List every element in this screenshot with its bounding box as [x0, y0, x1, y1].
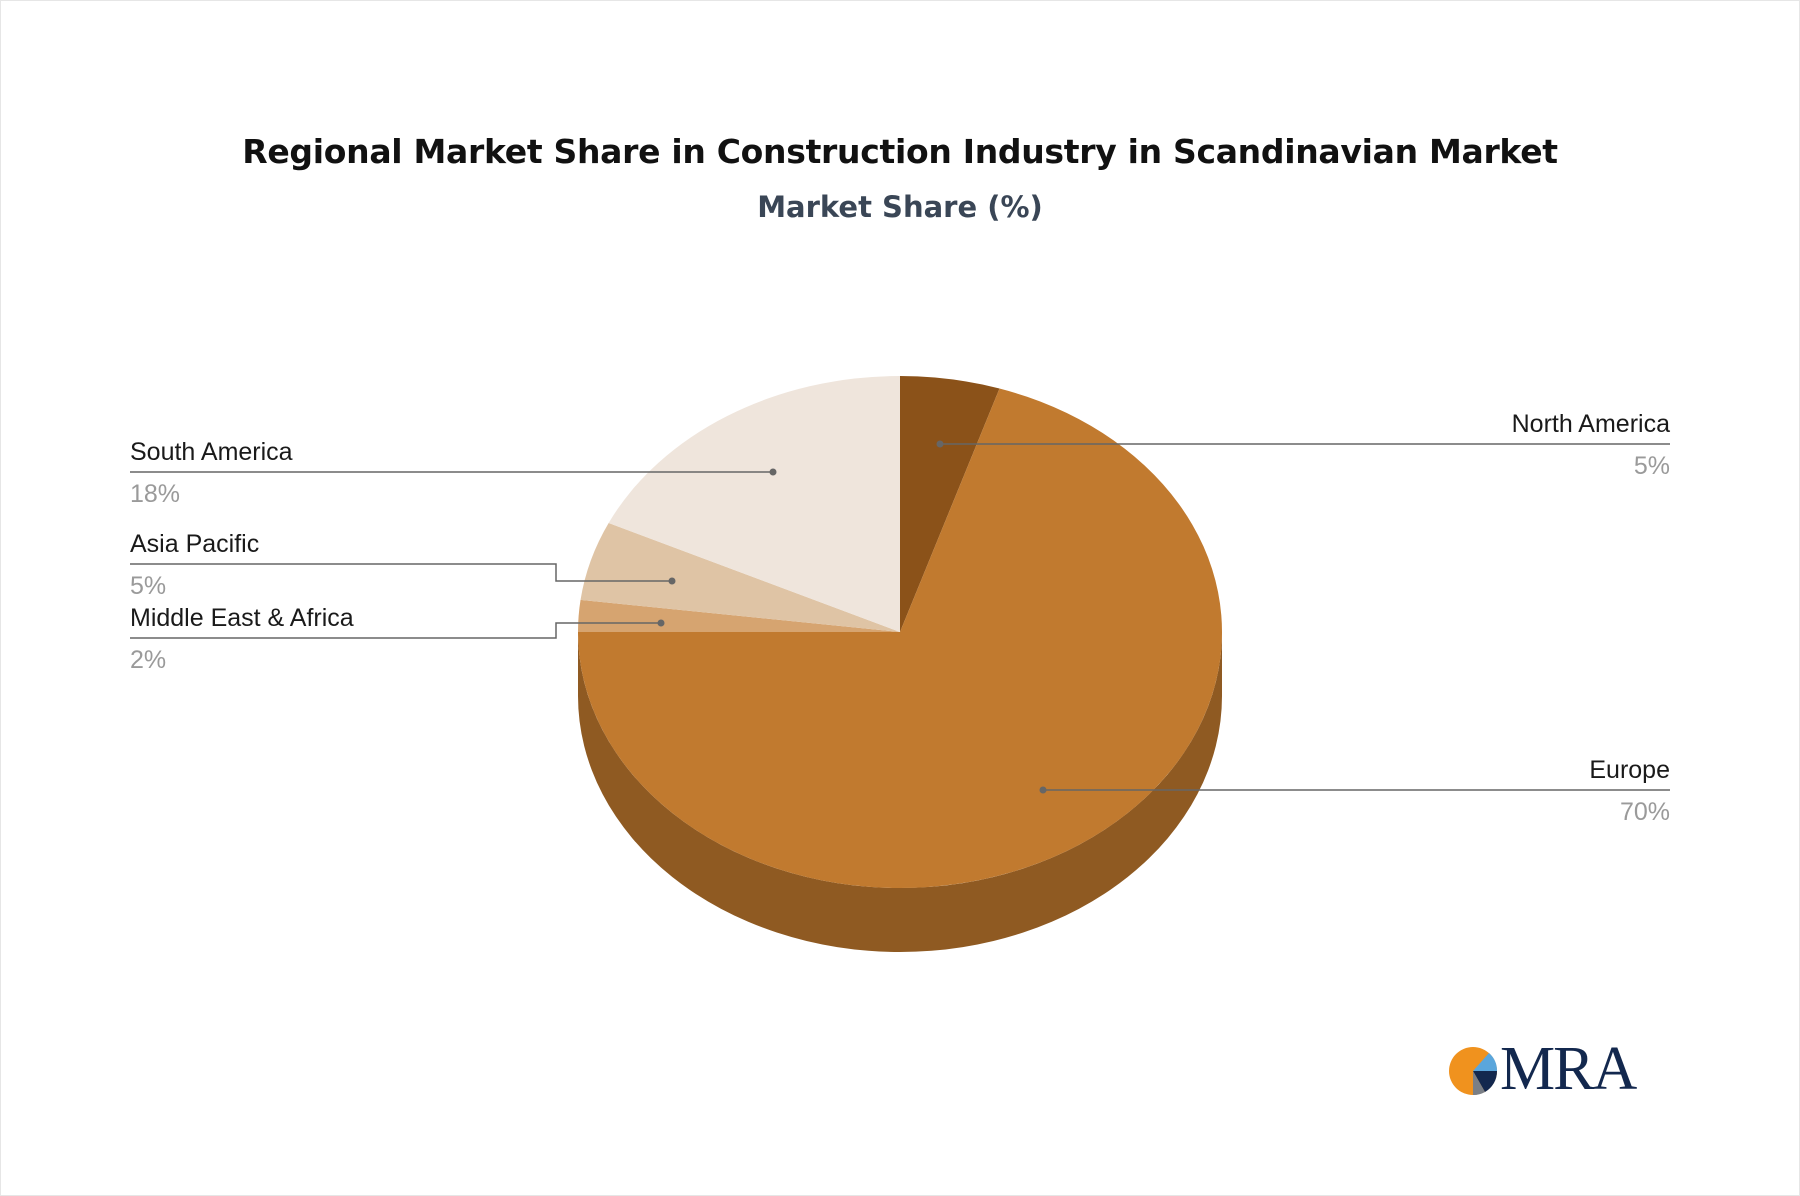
label-name-south-america: South America — [130, 438, 293, 466]
pie-slice-south-america — [608, 376, 900, 632]
pie-label-layer: North America 5% Europe 70% Middle East & Af… — [130, 410, 1670, 826]
logo-mark-icon — [1449, 1047, 1498, 1096]
leader-dot-asia-pacific — [668, 577, 676, 585]
pie-slice-north-america — [900, 376, 1000, 632]
pie-slice-asia-pacific — [580, 523, 900, 632]
label-value-asia-pacific: 5% — [130, 572, 166, 600]
chart-subtitle: Market Share (%) — [757, 190, 1043, 224]
leader-dot-middle-east-africa — [657, 619, 665, 627]
pie-top-layer — [578, 376, 1222, 888]
leader-dot-europe — [1039, 786, 1047, 794]
leader-dot-south-america — [769, 468, 777, 476]
leader-line-middle-east-africa — [130, 622, 661, 639]
logo-text: MRA — [1500, 1035, 1637, 1103]
chart-title: Regional Market Share in Construction In… — [242, 132, 1558, 171]
label-value-north-america: 5% — [1634, 452, 1670, 480]
label-value-south-america: 18% — [130, 480, 180, 508]
pie-slice-europe — [578, 388, 1222, 888]
pie-side-europe — [578, 632, 1222, 952]
label-name-asia-pacific: Asia Pacific — [130, 530, 259, 558]
label-name-middle-east-africa: Middle East & Africa — [130, 604, 354, 632]
label-name-europe: Europe — [1589, 756, 1670, 784]
mra-logo: MRA — [1448, 1035, 1638, 1103]
label-value-middle-east-africa: 2% — [130, 646, 166, 674]
leader-line-asia-pacific — [130, 563, 672, 582]
label-value-europe: 70% — [1620, 798, 1670, 826]
leader-dot-north-america — [936, 440, 944, 448]
label-name-north-america: North America — [1512, 410, 1670, 438]
pie-side-layer — [578, 632, 1222, 952]
